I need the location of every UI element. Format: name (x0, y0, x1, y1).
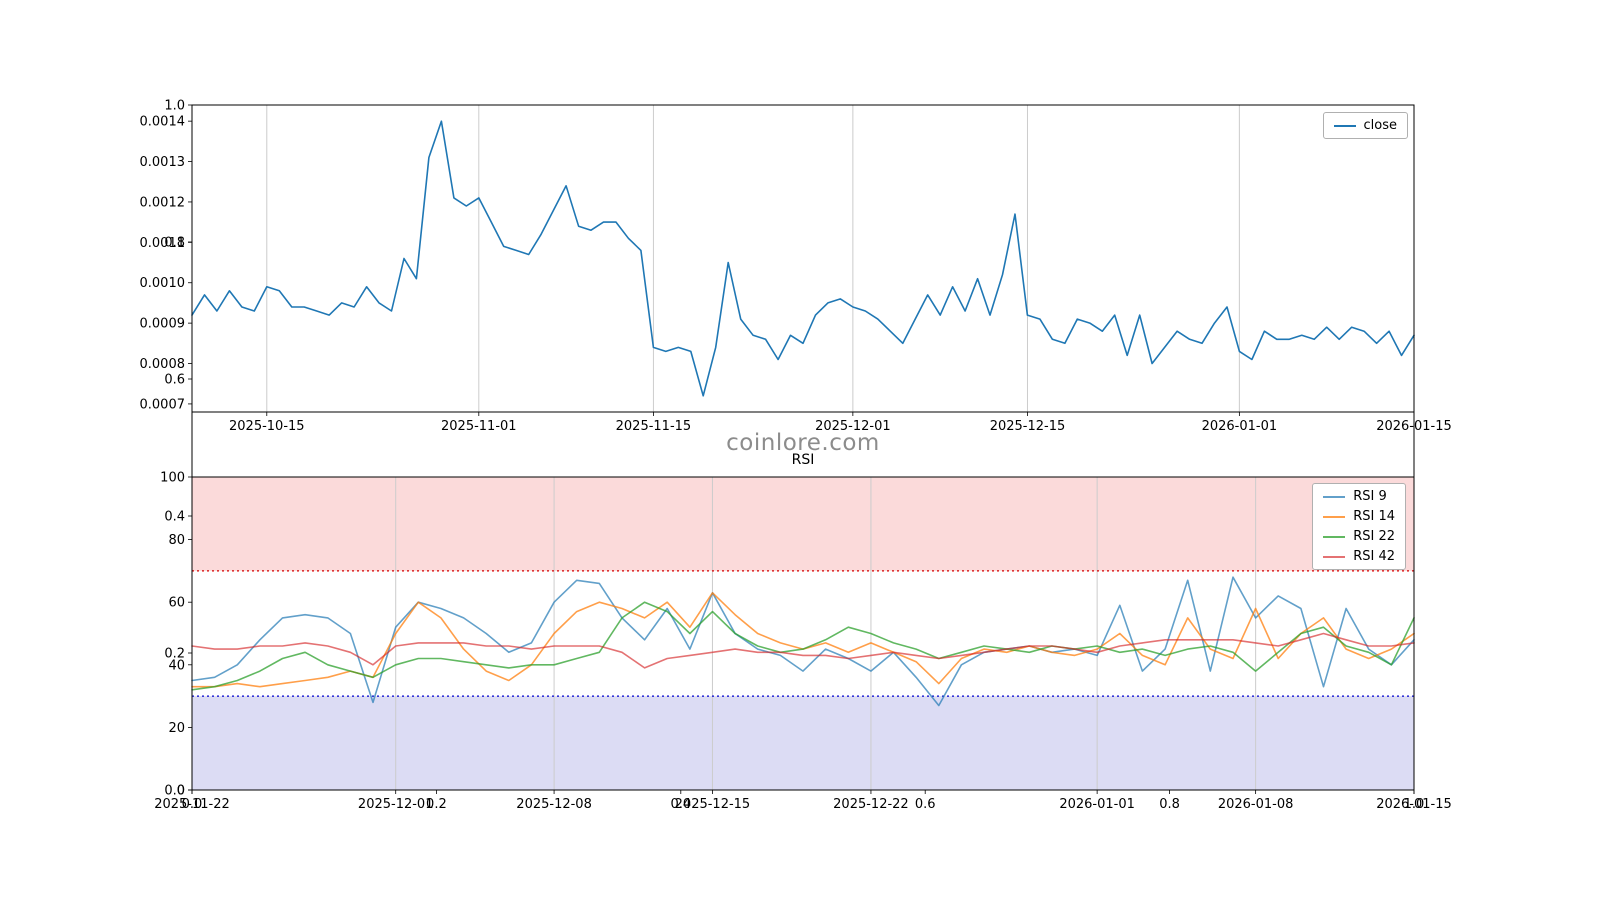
legend-line-swatch (1323, 495, 1346, 498)
overlay-x-tick-label: 0.2 (426, 797, 447, 812)
y-tick-label: 0 (177, 784, 185, 799)
y-tick-label: 0.0014 (140, 115, 186, 130)
legend-label: RSI 9 (1353, 489, 1387, 504)
legend-line-swatch (1323, 555, 1346, 558)
x-tick-label: 2025-12-22 (833, 797, 909, 812)
series-line-rsi-42 (191, 632, 1415, 669)
overlay-x-tick-label: 0.4 (670, 797, 691, 812)
price-chart: 0.0007 0.0008 0.0009 0.0010 0.0011 0.0012 0.00… (140, 104, 1452, 434)
series-line-close (191, 120, 1415, 397)
threshold-band (192, 696, 1414, 790)
legend-line-swatch (1333, 124, 1356, 127)
overlay-y-tick-label: 0.0 (164, 784, 185, 799)
legend-label: RSI 42 (1353, 549, 1395, 564)
threshold-band (192, 477, 1414, 571)
y-tick-label: 60 (168, 596, 185, 611)
overlay-frame (191, 104, 1415, 791)
x-tick-label: 2026-01-01 (1202, 419, 1278, 434)
y-tick-label: 0.0009 (140, 317, 186, 332)
legend-label: close (1363, 118, 1397, 133)
x-tick-label: 2026-01-01 (1059, 797, 1135, 812)
rsi-chart-title: RSI (791, 452, 815, 468)
y-tick-label: 0.0010 (140, 276, 186, 291)
overlay-y-tick-label: 0.8 (164, 236, 185, 251)
overlay-x-tick-label: 0.8 (1159, 797, 1180, 812)
overlay-y-tick-label: 1.0 (164, 99, 185, 114)
watermark: coinlore.com (726, 430, 880, 456)
overlay-y-tick-label: 0.6 (164, 373, 185, 388)
x-tick-label: 2026-01-15 (1376, 797, 1452, 812)
series-line-rsi-9 (191, 576, 1415, 707)
legend-item: RSI 9 (1323, 489, 1395, 504)
y-tick-label: 80 (168, 533, 185, 548)
overlay-axis: 0.0 0.2 0.4 0.6 0.8 1.0 0.0 0.2 0.4 0.6 0.8 1.0 (164, 99, 1424, 813)
x-tick-label: 2026-01-08 (1218, 797, 1294, 812)
legend-line-swatch (1323, 515, 1346, 518)
overlay-y-tick-label: 0.4 (164, 510, 185, 525)
y-tick-label: 0.0012 (140, 195, 186, 210)
rsi-chart: 0 20 40 60 80 100 2025-11-22 2025-12-01 2025-12-… (154, 471, 1452, 813)
y-tick-label: 20 (168, 721, 185, 736)
legend-item: RSI 42 (1323, 549, 1395, 564)
overlay-x-tick-label: 1.0 (1404, 797, 1425, 812)
x-tick-label: 2025-11-15 (616, 419, 692, 434)
legend-label: RSI 14 (1353, 509, 1395, 524)
series-line-rsi-22 (191, 601, 1415, 691)
x-tick-label: 2025-12-15 (990, 419, 1066, 434)
legend-line-swatch (1323, 535, 1346, 538)
y-tick-label: 0.0007 (140, 397, 186, 412)
rsi-legend: RSI 9 RSI 14 RSI 22 RSI 42 (1312, 483, 1406, 570)
x-tick-label: 2025-12-01 (815, 419, 891, 434)
x-tick-label: 2025-12-01 (358, 797, 434, 812)
legend-item: RSI 22 (1323, 529, 1395, 544)
y-tick-label: 40 (168, 658, 185, 673)
y-tick-label: 0.0013 (140, 155, 186, 170)
overlay-x-tick-label: 0.0 (182, 797, 203, 812)
x-tick-label: 2025-12-08 (516, 797, 592, 812)
overlay-x-tick-label: 0.6 (915, 797, 936, 812)
y-tick-label: 0.0011 (140, 236, 186, 251)
x-tick-label: 2025-11-22 (154, 797, 230, 812)
y-tick-label: 100 (160, 471, 185, 486)
price-legend: close (1322, 112, 1408, 139)
axis-frame (191, 104, 1415, 413)
legend-item: RSI 14 (1323, 509, 1395, 524)
overlay-y-tick-label: 0.2 (164, 647, 185, 662)
x-tick-label: 2025-12-15 (675, 797, 751, 812)
legend-item: close (1333, 118, 1397, 133)
legend-label: RSI 22 (1353, 529, 1395, 544)
y-tick-label: 0.0008 (140, 357, 186, 372)
x-tick-label: 2025-11-01 (441, 419, 517, 434)
x-tick-label: 2025-10-15 (229, 419, 305, 434)
